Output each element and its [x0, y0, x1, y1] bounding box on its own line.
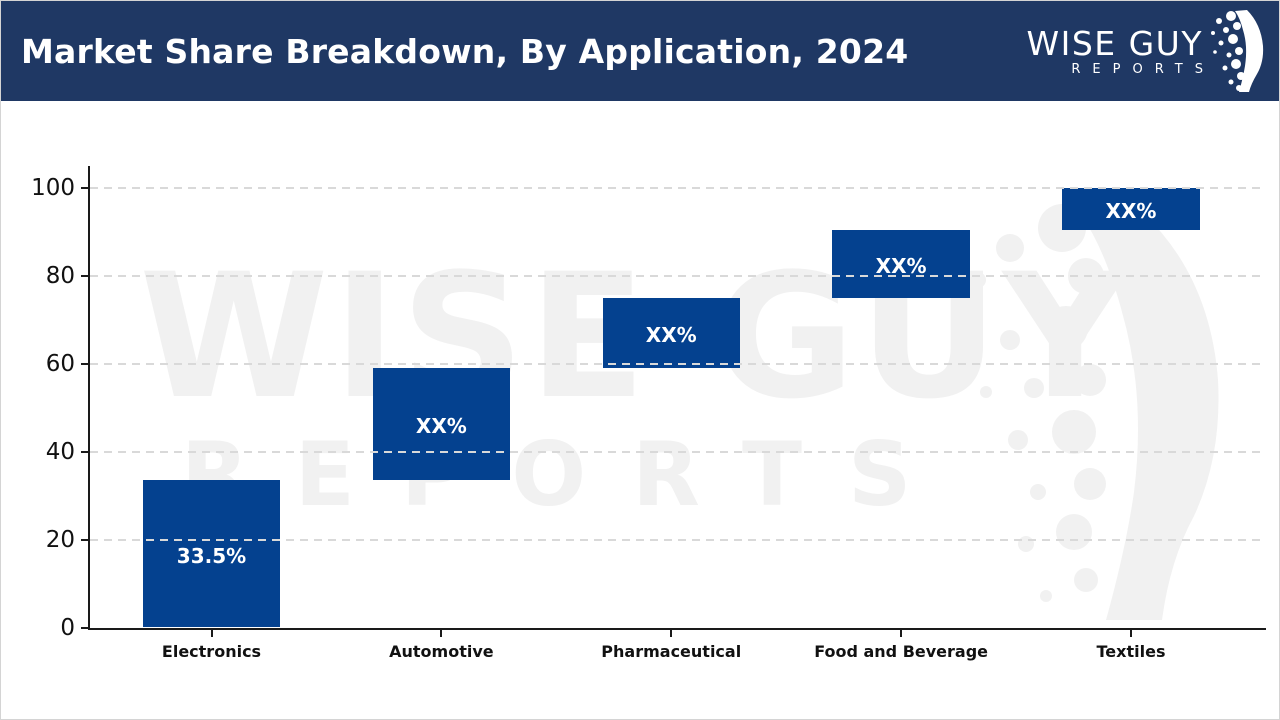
header-bar: Market Share Breakdown, By Application, … — [1, 1, 1279, 101]
x-category-label: Textiles — [1096, 641, 1166, 661]
bar-value-label: XX% — [1105, 199, 1157, 224]
x-axis-line — [88, 627, 1266, 630]
y-tick-label-0: 0 — [60, 614, 75, 641]
bar-value-label: XX% — [645, 323, 697, 348]
bar-value-label: XX% — [415, 414, 467, 439]
x-category-label: Automotive — [389, 641, 494, 661]
x-category-label: Electronics — [161, 641, 262, 661]
y-tick-20 — [81, 538, 89, 541]
gridline-40 — [90, 450, 1266, 453]
y-tick-0 — [81, 626, 89, 629]
logo-text: WISE GUY REPORTS — [1026, 27, 1203, 76]
bar-value-label: 33.5% — [176, 543, 247, 568]
gridline-100 — [90, 187, 1266, 190]
x-tick-2 — [670, 628, 673, 637]
x-category-label: Food and Beverage — [814, 641, 989, 661]
y-tick-80 — [81, 275, 89, 278]
y-tick-100 — [81, 187, 89, 190]
x-tick-0 — [210, 628, 213, 637]
x-category-label: Pharmaceutical — [601, 641, 742, 661]
bar-automotive — [372, 368, 511, 481]
bar-food-and-beverage — [832, 229, 970, 299]
page-title: Market Share Breakdown, By Application, … — [21, 31, 909, 71]
y-tick-label-60: 60 — [45, 350, 75, 377]
y-tick-label-20: 20 — [45, 526, 75, 553]
y-tick-60 — [81, 362, 89, 365]
gridline-60 — [90, 362, 1266, 365]
bar-value-label: XX% — [875, 254, 927, 279]
logo-wordmark: WISE GUY — [1026, 23, 1203, 63]
waterfall-chart: WISE GUY REPORTS 0 20 40 60 80 100 33.5% Electr… — [1, 101, 1279, 719]
x-tick-1 — [440, 628, 443, 637]
y-tick-40 — [81, 450, 89, 453]
y-tick-label-100: 100 — [31, 175, 75, 202]
y-axis-line — [88, 166, 90, 630]
logo-face-icon — [1211, 10, 1264, 92]
gridline-80 — [90, 275, 1266, 278]
gridline-20 — [90, 538, 1266, 541]
y-tick-label-40: 40 — [45, 438, 75, 465]
x-tick-4 — [1130, 628, 1132, 637]
x-tick-3 — [900, 628, 903, 637]
logo-subtitle: REPORTS — [1071, 61, 1215, 77]
wise-guy-reports-logo: WISE GUY REPORTS — [1026, 8, 1279, 94]
watermark-subtitle: REPORTS — [181, 423, 958, 526]
y-tick-label-80: 80 — [45, 263, 75, 290]
bar-electronics — [142, 480, 281, 628]
bar-pharmaceutical — [602, 298, 740, 369]
